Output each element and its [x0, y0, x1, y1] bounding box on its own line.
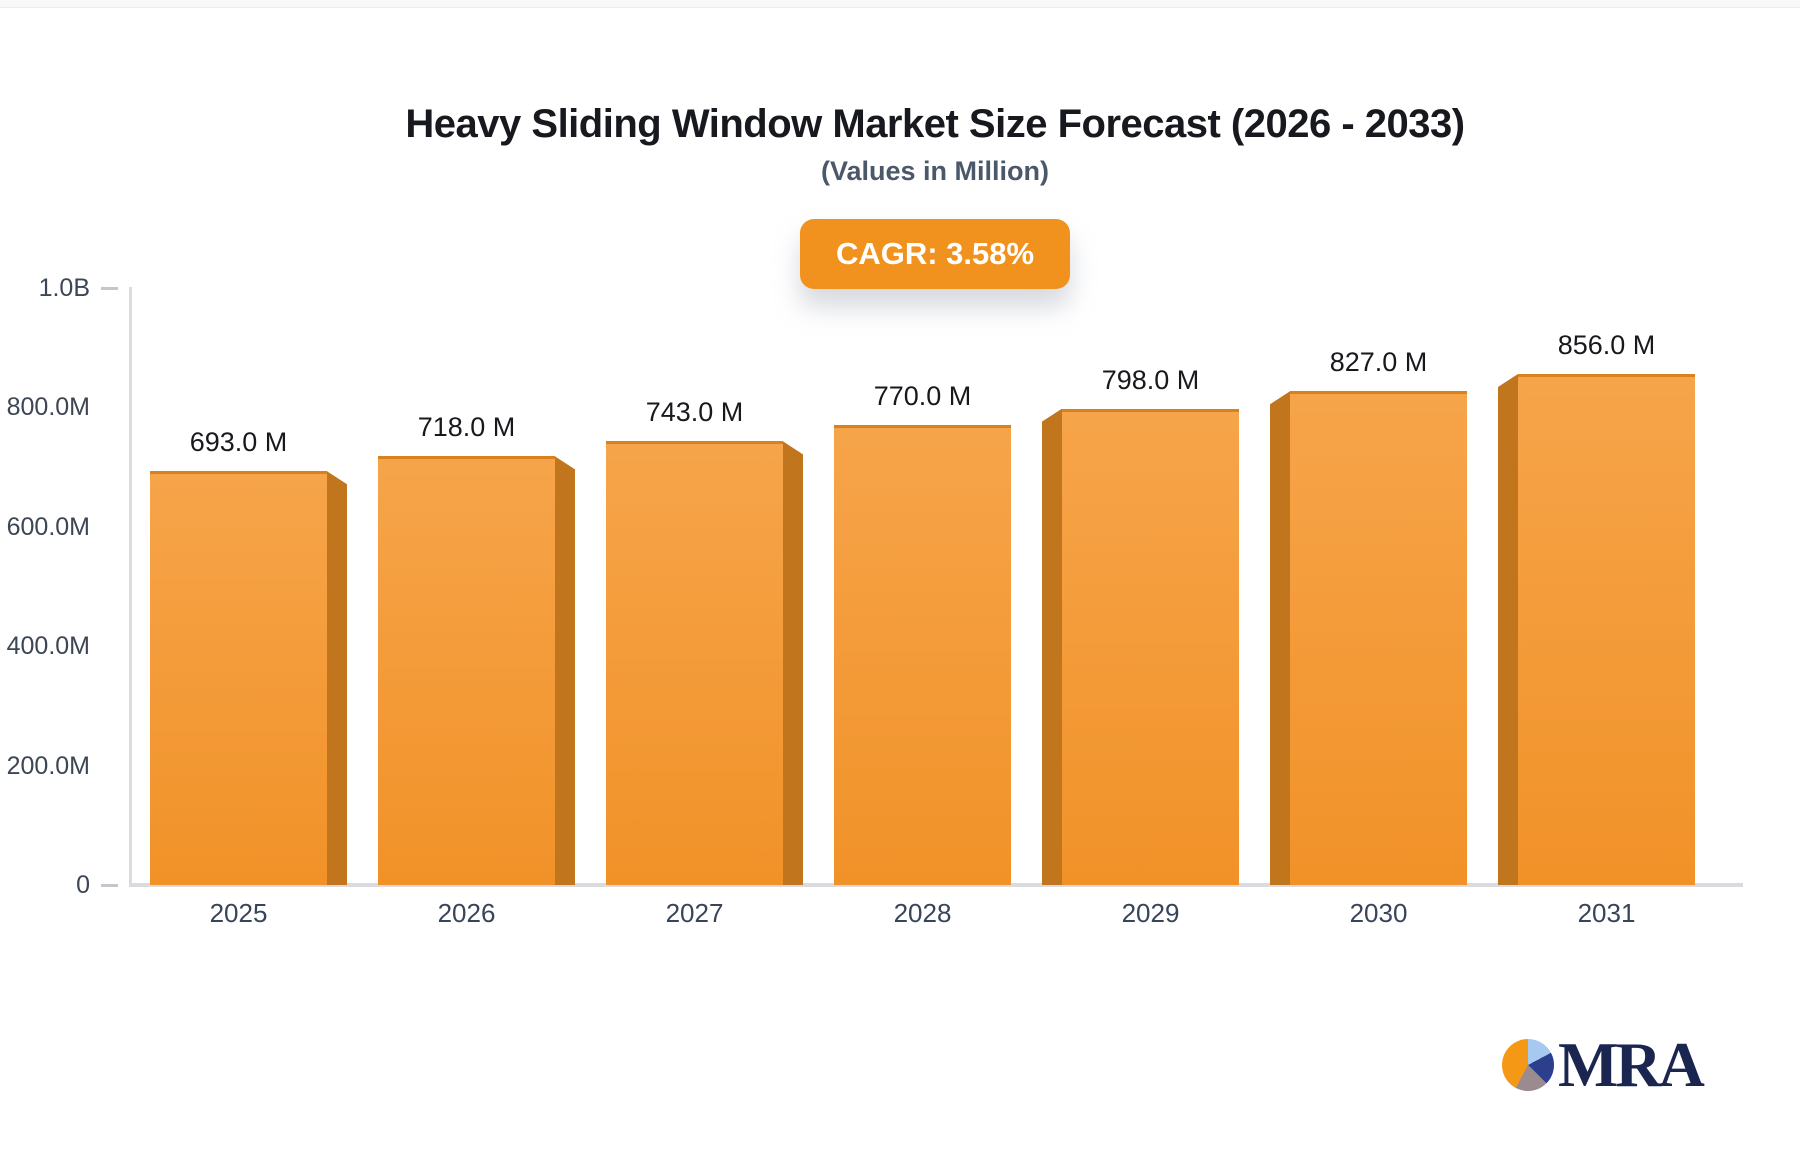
logo-text: MRA [1558, 1029, 1705, 1100]
top-strip [0, 0, 1800, 8]
x-tick-label-2026: 2026 [437, 898, 496, 928]
x-tick-label-2030: 2030 [1349, 898, 1408, 928]
chart-subtitle: (Values in Million) [820, 156, 1050, 186]
bar-2025[interactable] [150, 471, 327, 885]
bar-2030[interactable] [1290, 391, 1467, 885]
y-tick-label: 800.0M [6, 393, 90, 422]
bar-value-label: 798.0 M [1101, 364, 1200, 395]
bar-2028[interactable] [834, 425, 1011, 885]
bar-value-label: 693.0 M [189, 427, 288, 458]
header: Heavy Sliding Window Market Size Forecas… [130, 100, 1740, 289]
bar-3d-side [555, 456, 575, 885]
y-tick-mark [101, 287, 118, 290]
y-tick-mark [101, 884, 118, 887]
bar-value-label: 743.0 M [645, 397, 744, 428]
bar-value-label: 770.0 M [873, 381, 972, 412]
y-tick-label: 0 [76, 871, 90, 899]
y-tick-label: 400.0M [6, 632, 90, 661]
pie-chart-logo-icon [1502, 1039, 1554, 1091]
bar-value-label: 856.0 M [1557, 329, 1656, 360]
bar-3d-side [1042, 408, 1062, 885]
bar-3d-side [1270, 391, 1290, 885]
x-tick-label-2029: 2029 [1121, 898, 1180, 928]
x-axis-line [129, 883, 1743, 887]
x-tick-label-2027: 2027 [665, 898, 724, 928]
mra-logo: MRA [1502, 1029, 1705, 1100]
bar-3d-side [783, 441, 803, 885]
y-axis-line [129, 287, 132, 886]
chart-title: Heavy Sliding Window Market Size Forecas… [405, 102, 1465, 146]
x-tick-label-2025: 2025 [209, 898, 268, 928]
bar-2029[interactable] [1062, 408, 1239, 885]
y-tick-label: 1.0B [38, 274, 90, 302]
bar-2027[interactable] [606, 441, 783, 885]
cagr-badge: CAGR: 3.58% [799, 219, 1071, 289]
y-tick-label: 200.0M [6, 751, 90, 780]
bar-2026[interactable] [378, 456, 555, 885]
x-tick-label-2028: 2028 [893, 898, 952, 928]
x-tick-label-2031: 2031 [1577, 898, 1636, 928]
bar-2031[interactable] [1518, 373, 1695, 885]
y-tick-label: 600.0M [6, 512, 90, 541]
bar-value-label: 827.0 M [1329, 347, 1428, 378]
bar-3d-side [1498, 373, 1518, 885]
bar-value-label: 718.0 M [417, 412, 516, 443]
bar-3d-side [327, 471, 347, 885]
